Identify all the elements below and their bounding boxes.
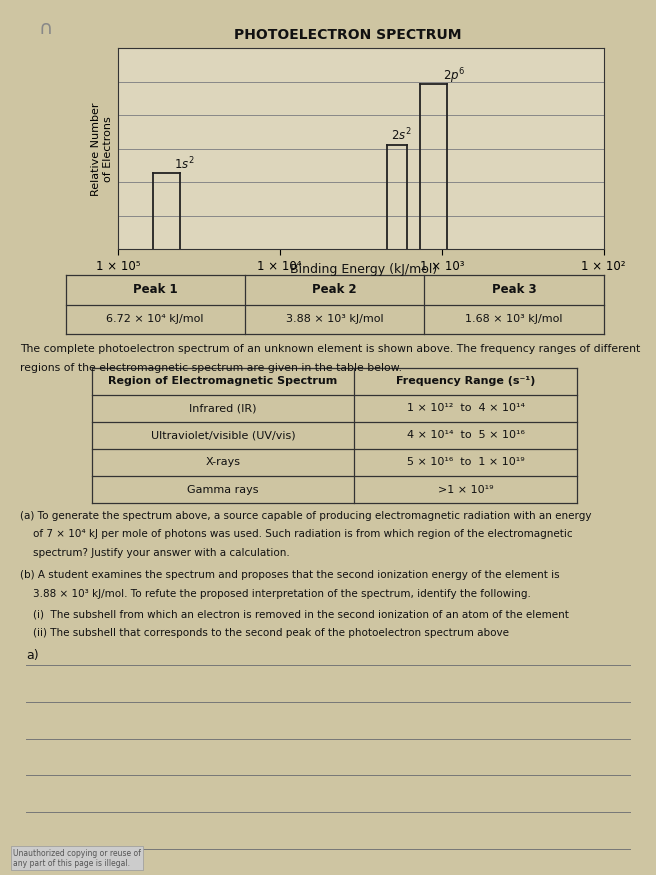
- Text: Peak 2: Peak 2: [312, 284, 357, 296]
- Text: Peak 3: Peak 3: [491, 284, 536, 296]
- Text: $1s^2$: $1s^2$: [174, 155, 195, 172]
- Text: 3.88 × 10³ kJ/mol: 3.88 × 10³ kJ/mol: [286, 314, 383, 325]
- Text: (b) A student examines the spectrum and proposes that the second ionization ener: (b) A student examines the spectrum and …: [20, 570, 560, 580]
- Text: 6.72 × 10⁴ kJ/mol: 6.72 × 10⁴ kJ/mol: [106, 314, 204, 325]
- Text: 1 × 10¹²  to  4 × 10¹⁴: 1 × 10¹² to 4 × 10¹⁴: [407, 403, 525, 413]
- Text: Binding Energy (kJ/mol): Binding Energy (kJ/mol): [291, 262, 438, 276]
- Text: a): a): [26, 649, 39, 662]
- Text: PHOTOELECTRON SPECTRUM: PHOTOELECTRON SPECTRUM: [234, 28, 461, 42]
- Text: ∩: ∩: [39, 19, 53, 38]
- Text: regions of the electromagnetic spectrum are given in the table below.: regions of the electromagnetic spectrum …: [20, 363, 401, 373]
- Text: 5 × 10¹⁶  to  1 × 10¹⁹: 5 × 10¹⁶ to 1 × 10¹⁹: [407, 458, 525, 467]
- Text: 3.88 × 10³ kJ/mol. To refute the proposed interpretation of the spectrum, identi: 3.88 × 10³ kJ/mol. To refute the propose…: [20, 589, 531, 598]
- Text: Gamma rays: Gamma rays: [187, 485, 258, 494]
- Text: The complete photoelectron spectrum of an unknown element is shown above. The fr: The complete photoelectron spectrum of a…: [20, 344, 640, 354]
- Text: Region of Electromagnetic Spectrum: Region of Electromagnetic Spectrum: [108, 376, 338, 386]
- Text: $2s^2$: $2s^2$: [392, 127, 412, 144]
- Text: (a) To generate the spectrum above, a source capable of producing electromagneti: (a) To generate the spectrum above, a so…: [20, 511, 591, 521]
- Text: 4 × 10¹⁴  to  5 × 10¹⁶: 4 × 10¹⁴ to 5 × 10¹⁶: [407, 430, 525, 440]
- Text: $2p^6$: $2p^6$: [443, 66, 466, 86]
- Text: (ii) The subshell that corresponds to the second peak of the photoelectron spect: (ii) The subshell that corresponds to th…: [20, 628, 508, 638]
- Text: (i)  The subshell from which an electron is removed in the second ionization of : (i) The subshell from which an electron …: [20, 610, 569, 620]
- Text: Peak 1: Peak 1: [133, 284, 178, 296]
- Text: X-rays: X-rays: [205, 458, 240, 467]
- Text: Unauthorized copying or reuse of
any part of this page is illegal.: Unauthorized copying or reuse of any par…: [13, 849, 141, 868]
- Text: 1.68 × 10³ kJ/mol: 1.68 × 10³ kJ/mol: [465, 314, 563, 325]
- Text: Ultraviolet/visible (UV/vis): Ultraviolet/visible (UV/vis): [151, 430, 295, 440]
- Y-axis label: Relative Number
of Electrons: Relative Number of Electrons: [91, 102, 113, 195]
- Text: >1 × 10¹⁹: >1 × 10¹⁹: [438, 485, 493, 494]
- Text: of 7 × 10⁴ kJ per mole of photons was used. Such radiation is from which region : of 7 × 10⁴ kJ per mole of photons was us…: [20, 529, 572, 539]
- Text: Infrared (IR): Infrared (IR): [189, 403, 256, 413]
- Text: spectrum? Justify your answer with a calculation.: spectrum? Justify your answer with a cal…: [20, 548, 289, 557]
- Text: Frequency Range (s⁻¹): Frequency Range (s⁻¹): [396, 376, 535, 386]
